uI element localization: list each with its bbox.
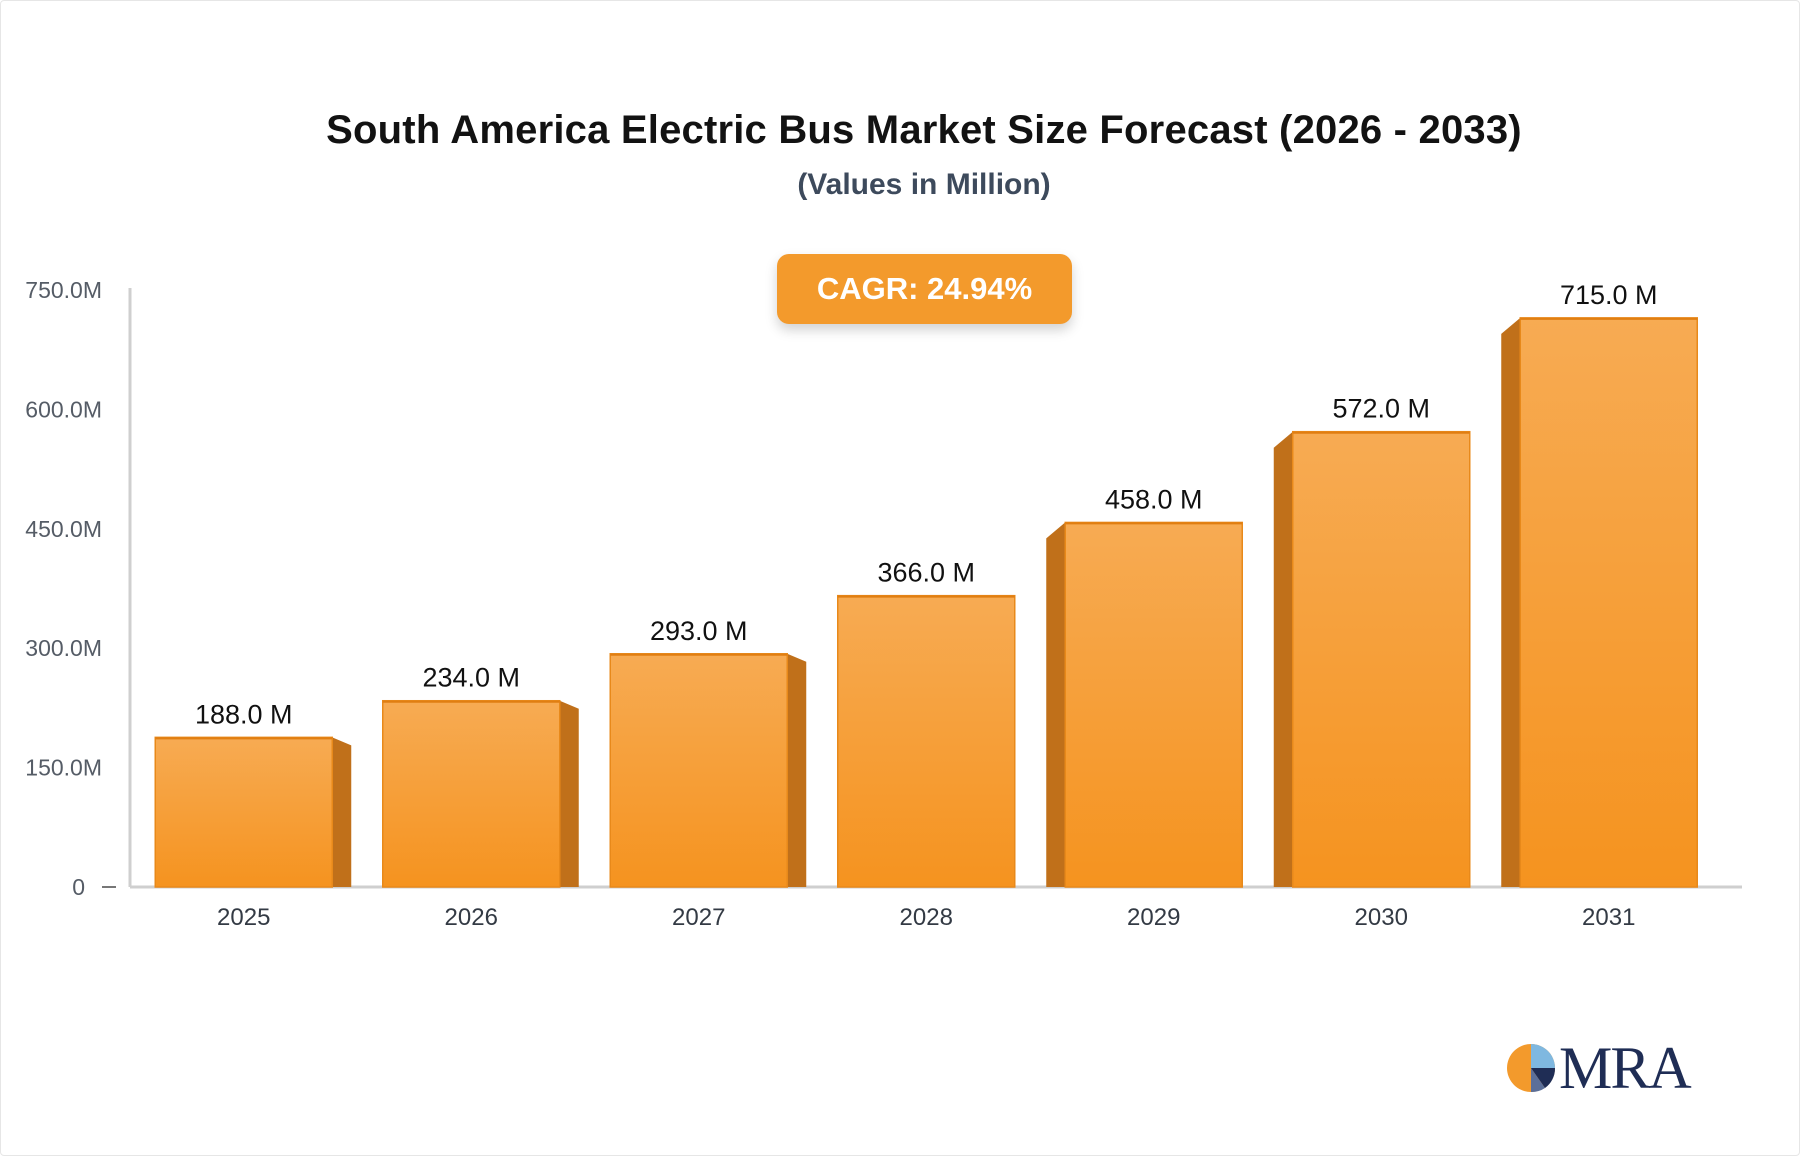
bar — [1273, 430, 1471, 888]
y-tick-label: 750.0M — [25, 277, 102, 303]
bar-value-label: 234.0 M — [422, 663, 520, 693]
labels-group: 188.0 M 2025 234.0 M 2026 293.0 M 2027 366.0 M… — [195, 280, 1658, 931]
bar — [382, 699, 579, 888]
bar — [1501, 317, 1698, 888]
bar — [1046, 521, 1243, 888]
mra-logo: MRA — [1505, 1035, 1692, 1101]
bar-side-face — [332, 737, 352, 887]
y-tick-label: 300.0M — [25, 635, 102, 661]
y-tick-label: 0 — [72, 874, 85, 900]
bar-side-face — [1501, 317, 1521, 887]
chart-subtitle: (Values in Million) — [797, 168, 1051, 201]
x-category-label: 2029 — [1127, 904, 1180, 931]
x-category-label: 2028 — [900, 904, 953, 931]
pie-logo-icon — [1507, 1044, 1556, 1093]
y-tick-label: 450.0M — [25, 516, 102, 542]
bar — [837, 594, 1016, 888]
bar-front-face — [154, 736, 333, 888]
bar-front-face — [837, 594, 1016, 888]
chart-title: South America Electric Bus Market Size F… — [326, 108, 1522, 152]
bar-front-face — [382, 699, 561, 888]
bar-value-label: 715.0 M — [1560, 280, 1658, 310]
bar-side-face — [559, 700, 579, 887]
bar-value-label: 572.0 M — [1332, 394, 1430, 424]
bar-front-face — [609, 653, 788, 888]
bar-value-label: 458.0 M — [1105, 484, 1203, 514]
bar-front-face — [1292, 430, 1471, 888]
bar — [154, 736, 352, 888]
x-category-label: 2031 — [1582, 904, 1635, 931]
bar-value-label: 366.0 M — [877, 558, 975, 588]
cagr-badge: CAGR: 24.94% — [777, 254, 1072, 324]
y-tick-label: 600.0M — [25, 396, 102, 422]
logo-text: MRA — [1559, 1035, 1692, 1101]
bar-side-face — [1273, 431, 1293, 887]
x-category-label: 2027 — [672, 904, 725, 931]
bar-front-face — [1519, 317, 1698, 888]
x-category-label: 2026 — [445, 904, 498, 931]
bars-group — [154, 317, 1698, 888]
x-category-label: 2030 — [1355, 904, 1408, 931]
bar-front-face — [1064, 521, 1243, 888]
bar-side-face — [787, 653, 807, 887]
bar-value-label: 293.0 M — [650, 616, 748, 646]
x-category-label: 2025 — [217, 904, 270, 931]
bar-value-label: 188.0 M — [195, 699, 293, 729]
bar-side-face — [1046, 522, 1066, 887]
bar — [609, 653, 807, 888]
y-tick-label: 150.0M — [25, 755, 102, 781]
